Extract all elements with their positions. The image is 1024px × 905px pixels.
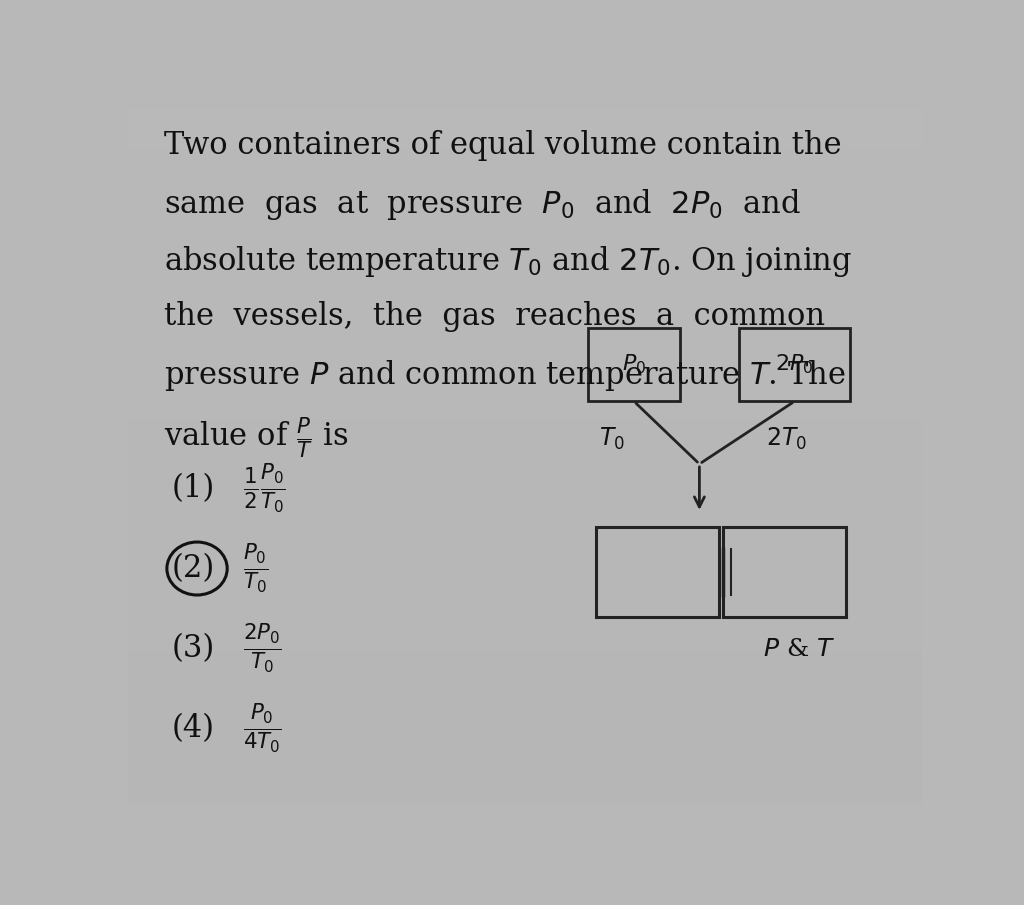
Text: Two containers of equal volume contain the: Two containers of equal volume contain t… — [164, 129, 842, 160]
Text: $\frac{P_0}{4T_0}$: $\frac{P_0}{4T_0}$ — [243, 702, 282, 755]
Text: (1): (1) — [172, 473, 215, 504]
Bar — [723, 527, 846, 617]
Text: the  vessels,  the  gas  reaches  a  common: the vessels, the gas reaches a common — [164, 301, 825, 332]
Text: $T_0$: $T_0$ — [599, 425, 625, 452]
Text: $2T_0$: $2T_0$ — [766, 425, 807, 452]
Text: $\frac{P_0}{T_0}$: $\frac{P_0}{T_0}$ — [243, 542, 268, 595]
Bar — [588, 329, 680, 401]
Bar — [739, 329, 850, 401]
Text: pressure $P$ and common temperature $T$. The: pressure $P$ and common temperature $T$.… — [164, 358, 846, 393]
Text: same  gas  at  pressure  $P_0$  and  $2P_0$  and: same gas at pressure $P_0$ and $2P_0$ an… — [164, 186, 801, 222]
Text: (2): (2) — [172, 553, 215, 584]
Text: (3): (3) — [172, 634, 215, 664]
Text: $P_0$: $P_0$ — [622, 353, 646, 376]
Text: $P$ & $T$: $P$ & $T$ — [763, 638, 835, 662]
Text: $2P_0$: $2P_0$ — [775, 353, 814, 376]
Text: $\frac{2P_0}{T_0}$: $\frac{2P_0}{T_0}$ — [243, 623, 282, 675]
Text: value of $\frac{P}{T}$ is: value of $\frac{P}{T}$ is — [164, 415, 348, 461]
Text: (4): (4) — [172, 713, 215, 744]
Text: absolute temperature $T_0$ and $2T_0$. On joining: absolute temperature $T_0$ and $2T_0$. O… — [164, 243, 852, 279]
Bar — [596, 527, 719, 617]
Text: $\frac{1}{2}\frac{P_0}{T_0}$: $\frac{1}{2}\frac{P_0}{T_0}$ — [243, 462, 286, 515]
